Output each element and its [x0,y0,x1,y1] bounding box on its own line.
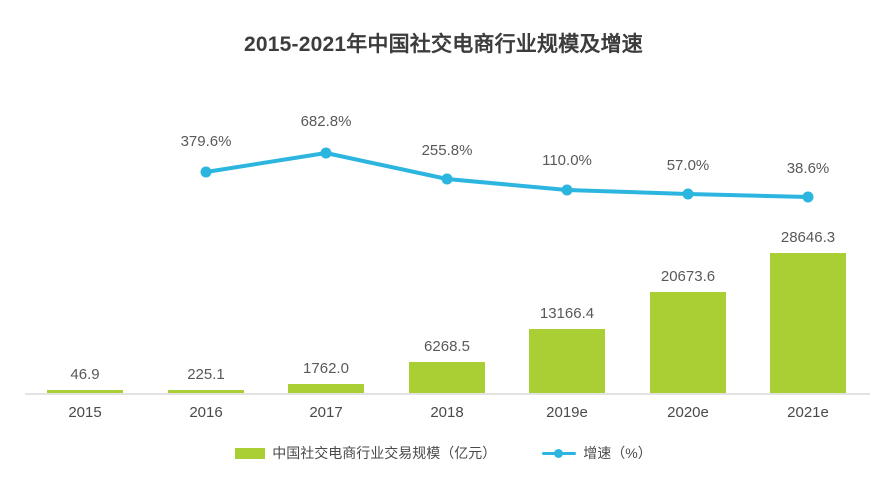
x-axis-label-2017: 2017 [309,404,343,421]
bar-value-label-2017: 1762.0 [303,360,349,377]
x-axis-label-2020e: 2020e [667,404,709,421]
bar-2017 [288,384,364,393]
bar-2020e [650,292,726,393]
legend-item-line-series[interactable]: 增速（%） [542,443,652,463]
line-marker-2020e [682,188,694,200]
x-axis-label-2016: 2016 [189,404,223,421]
line-marker-2017 [320,147,332,159]
growth-rate-label-2018: 255.8% [421,142,473,159]
line-marker-2019e [561,184,573,196]
bar-2021e [770,253,846,393]
x-axis-label-2019e: 2019e [546,404,588,421]
line-marker-2018 [441,173,453,185]
bar-value-label-2015: 46.9 [70,366,100,383]
line-marker-2016 [200,166,212,178]
bar-2016 [168,390,244,393]
chart-legend: 中国社交电商行业交易规模（亿元） 增速（%） [0,443,887,463]
bar-2018 [409,362,485,393]
growth-rate-label-2017: 682.8% [300,113,352,130]
growth-rate-label-2021e: 38.6% [786,160,830,177]
bar-value-label-2016: 225.1 [187,366,225,383]
line-marker-2021e [802,191,814,203]
bar-value-label-2019e: 13166.4 [539,305,595,322]
bar-value-label-2021e: 28646.3 [780,229,836,246]
legend-item-bar-series[interactable]: 中国社交电商行业交易规模（亿元） [235,443,496,463]
x-axis-label-2018: 2018 [430,404,464,421]
legend-label-bar-series: 中国社交电商行业交易规模（亿元） [272,445,497,461]
x-axis-line [25,393,870,395]
x-axis-label-2021e: 2021e [787,404,829,421]
legend-label-line-series: 增速（%） [583,445,652,461]
bar-value-label-2018: 6268.5 [424,338,470,355]
legend-bar-swatch-icon [235,447,266,459]
legend-line-dot-swatch-icon [542,447,577,459]
bar-value-label-2020e: 20673.6 [660,268,716,285]
bar-2015 [47,390,123,393]
growth-rate-label-2019e: 110.0% [542,152,592,169]
growth-rate-label-2020e: 57.0% [666,157,710,174]
x-axis-label-2015: 2015 [68,404,102,421]
growth-rate-label-2016: 379.6% [180,133,232,150]
bar-2019e [529,329,605,393]
page-title: 2015-2021年中国社交电商行业规模及增速 [243,33,644,56]
